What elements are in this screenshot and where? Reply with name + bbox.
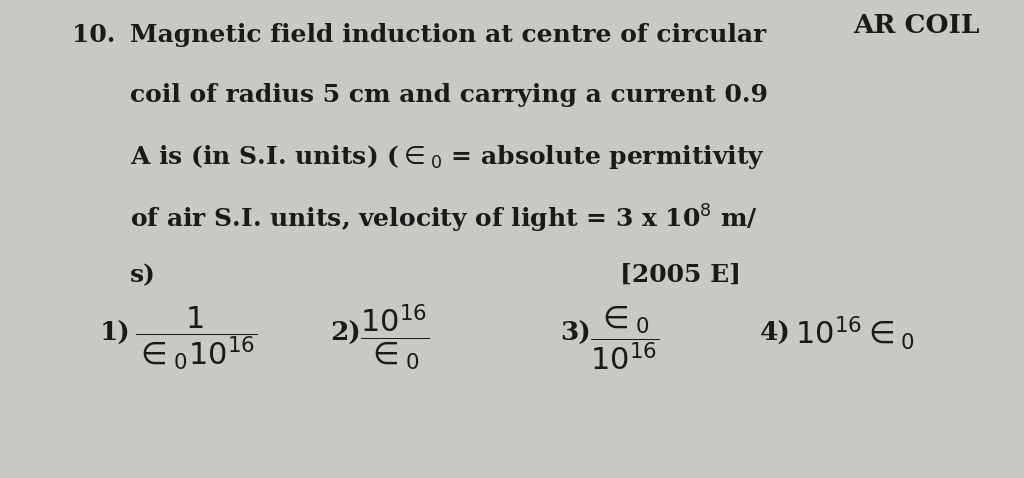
Text: $\dfrac{10^{16}}{\in_0}$: $\dfrac{10^{16}}{\in_0}$ — [360, 303, 429, 373]
Text: of air S.I. units, velocity of light = 3 x 10$^8$ m/: of air S.I. units, velocity of light = 3… — [130, 203, 758, 235]
Text: 10.: 10. — [72, 23, 116, 47]
Text: s): s) — [130, 263, 156, 287]
Text: $10^{16} \in_0$: $10^{16} \in_0$ — [795, 314, 915, 352]
Text: coil of radius 5 cm and carrying a current 0.9: coil of radius 5 cm and carrying a curre… — [130, 83, 768, 107]
Text: $\dfrac{\in_0}{10^{16}}$: $\dfrac{\in_0}{10^{16}}$ — [590, 304, 659, 372]
Text: $\dfrac{1}{\in_0 10^{16}}$: $\dfrac{1}{\in_0 10^{16}}$ — [135, 304, 257, 372]
Text: A is (in S.I. units) ($\in_0$ = absolute permitivity: A is (in S.I. units) ($\in_0$ = absolute… — [130, 143, 765, 171]
Text: [2005 E]: [2005 E] — [620, 263, 741, 287]
Text: 4): 4) — [760, 321, 791, 346]
Text: 2): 2) — [330, 321, 360, 346]
Text: Magnetic field induction at centre of circular: Magnetic field induction at centre of ci… — [130, 23, 766, 47]
Text: 1): 1) — [100, 321, 131, 346]
Text: AR COIL: AR COIL — [853, 13, 980, 38]
Text: 3): 3) — [560, 321, 591, 346]
